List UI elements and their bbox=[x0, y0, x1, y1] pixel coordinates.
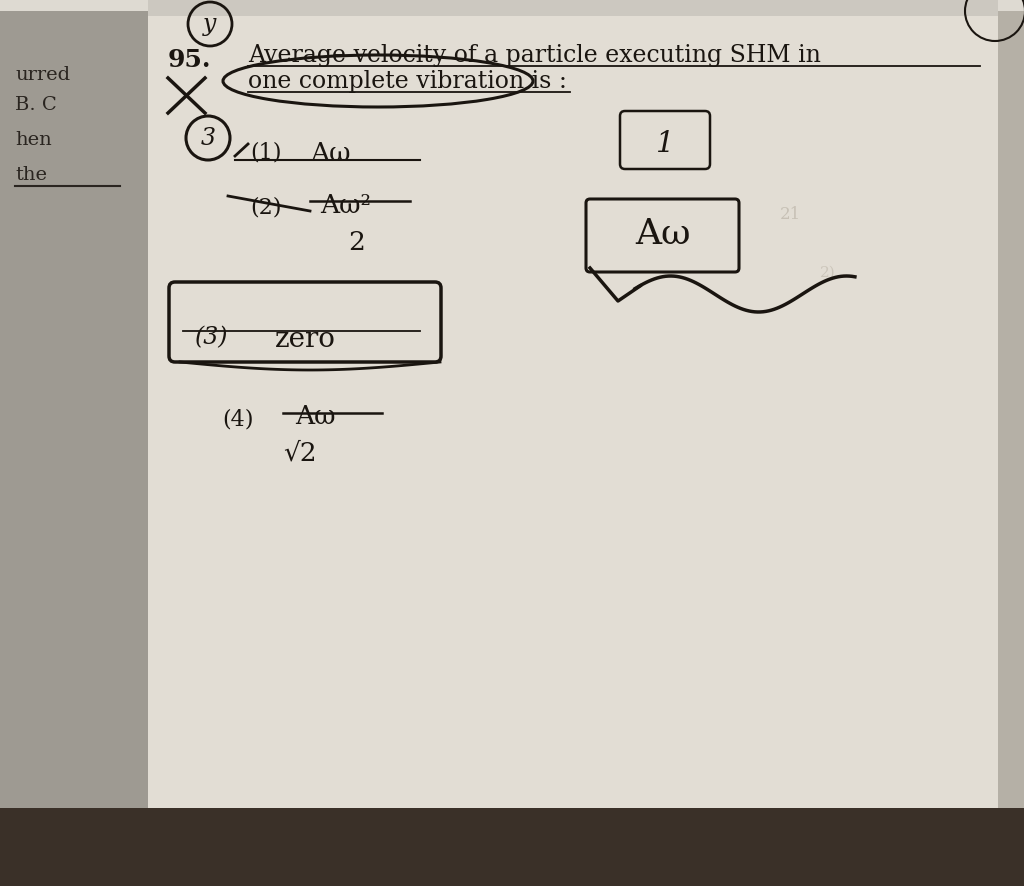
Text: √2: √2 bbox=[283, 441, 316, 466]
Text: urred: urred bbox=[15, 66, 70, 84]
Text: zero: zero bbox=[275, 326, 336, 353]
Text: B. C: B. C bbox=[15, 96, 56, 114]
Text: hen: hen bbox=[15, 131, 52, 149]
Text: one complete vibration is :: one complete vibration is : bbox=[248, 70, 567, 93]
Text: 1: 1 bbox=[655, 130, 674, 158]
FancyBboxPatch shape bbox=[148, 11, 998, 811]
FancyBboxPatch shape bbox=[998, 11, 1024, 811]
Text: Average velocity of a particle executing SHM in: Average velocity of a particle executing… bbox=[248, 44, 821, 67]
FancyBboxPatch shape bbox=[0, 11, 148, 811]
FancyBboxPatch shape bbox=[169, 282, 441, 362]
FancyBboxPatch shape bbox=[586, 199, 739, 272]
FancyBboxPatch shape bbox=[148, 0, 998, 16]
Text: 2: 2 bbox=[348, 230, 365, 255]
Text: y: y bbox=[204, 12, 217, 35]
FancyBboxPatch shape bbox=[0, 808, 1024, 886]
Text: 2): 2) bbox=[820, 266, 836, 280]
Text: Aω: Aω bbox=[310, 141, 350, 166]
Text: 21: 21 bbox=[780, 206, 801, 223]
Text: Aω: Aω bbox=[295, 404, 336, 429]
Text: (1): (1) bbox=[250, 141, 282, 163]
Text: (4): (4) bbox=[222, 408, 254, 430]
Text: Aω: Aω bbox=[635, 217, 691, 251]
Text: 95.: 95. bbox=[168, 48, 212, 72]
Text: (2): (2) bbox=[250, 196, 282, 218]
Text: Aω²: Aω² bbox=[319, 193, 371, 218]
Text: the: the bbox=[15, 166, 47, 184]
Text: (3): (3) bbox=[195, 326, 228, 349]
FancyBboxPatch shape bbox=[620, 111, 710, 169]
Text: 3: 3 bbox=[201, 127, 215, 150]
